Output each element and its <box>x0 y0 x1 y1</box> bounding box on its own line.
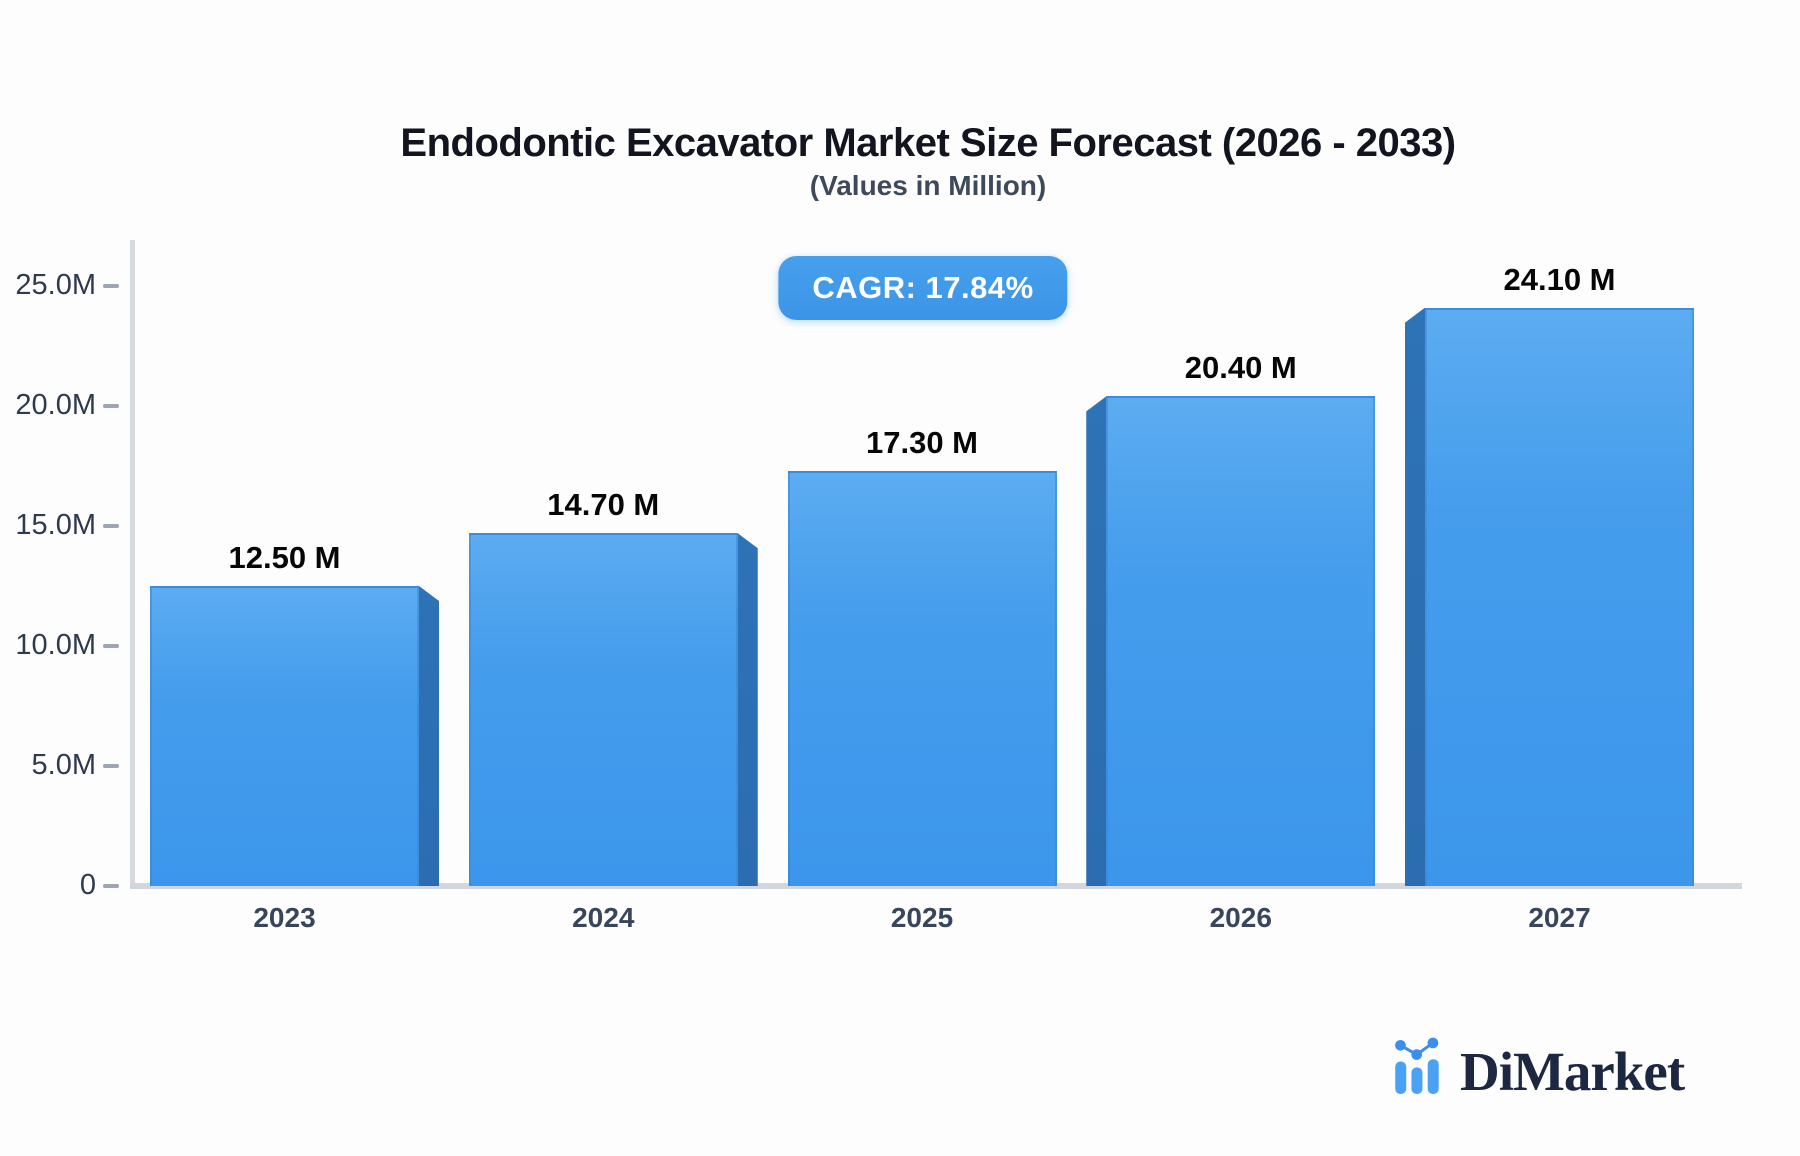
y-axis-tick <box>103 524 119 528</box>
x-axis-label: 2025 <box>890 902 954 933</box>
bar-chart-logo-icon <box>1395 1037 1439 1094</box>
y-axis-tick <box>103 884 119 888</box>
cagr-badge: CAGR: 17.84% <box>778 256 1068 320</box>
x-axis-line <box>130 883 1742 889</box>
chart-title: Endodontic Excavator Market Size Forecas… <box>400 120 1456 165</box>
y-axis-line <box>130 240 135 889</box>
bar-side-face <box>1405 307 1425 886</box>
bar-value-label: 12.50 M <box>228 540 341 575</box>
bar-value-label: 14.70 M <box>547 487 660 523</box>
bar-2023 <box>150 586 419 886</box>
x-axis-label: 2027 <box>1528 902 1591 933</box>
y-axis-tick <box>103 644 119 648</box>
y-axis-label: 10.0M <box>15 629 96 661</box>
y-axis-tick <box>103 404 119 408</box>
x-axis-label: 2026 <box>1209 902 1272 933</box>
chart-subtitle: (Values in Million) <box>809 170 1047 201</box>
bar-side-face <box>1086 396 1107 886</box>
brand-logo: DiMarket <box>1393 1036 1685 1102</box>
bar-2025 <box>787 470 1057 886</box>
y-axis-label: 5.0M <box>31 749 96 781</box>
bar-value-label: 24.10 M <box>1503 261 1616 297</box>
y-axis-label: 0 <box>79 869 96 901</box>
bar-value-label: 17.30 M <box>865 424 979 460</box>
brand-name: DiMarket <box>1460 1040 1685 1102</box>
bar-side-face <box>737 533 758 886</box>
x-axis-label: 2023 <box>253 902 316 933</box>
y-axis-tick <box>103 764 119 768</box>
bar-2027 <box>1425 307 1694 886</box>
bar-2024 <box>468 533 738 886</box>
bar-value-label: 20.40 M <box>1184 350 1297 386</box>
bar-side-face <box>419 586 439 886</box>
y-axis-label: 25.0M <box>15 269 96 301</box>
y-axis-tick <box>103 284 119 288</box>
y-axis-label: 15.0M <box>15 509 96 541</box>
y-axis-label: 20.0M <box>15 389 96 421</box>
bar-2026 <box>1106 396 1376 886</box>
x-axis-label: 2024 <box>572 902 635 933</box>
